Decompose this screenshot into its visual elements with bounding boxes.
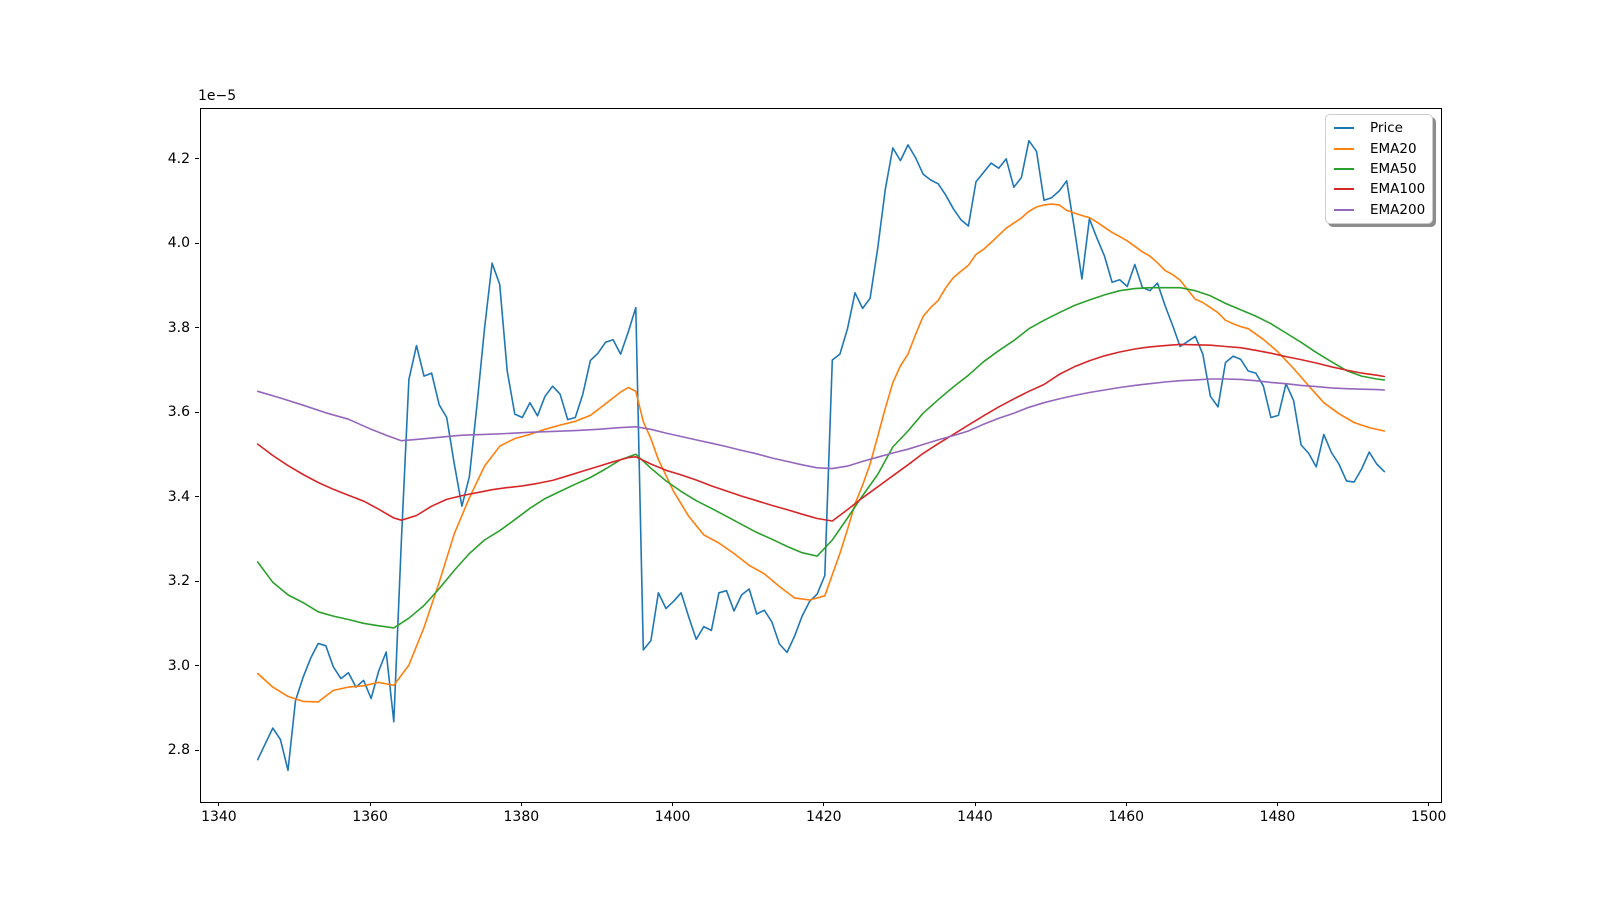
legend-line-swatch [1334, 147, 1354, 150]
y-tick-label: 3.4 [167, 488, 190, 505]
plot-canvas [256, 139, 1386, 772]
legend-label: Price [1370, 120, 1403, 137]
y-tick-label: 3.2 [167, 573, 190, 590]
x-tick-mark [1125, 802, 1127, 806]
legend-line-swatch [1334, 167, 1354, 170]
y-tick-mark [195, 580, 199, 582]
legend-row: Price [1326, 118, 1432, 138]
x-tick-mark [218, 802, 220, 806]
legend: Price EMA20 EMA50 EMA100 EMA200 [1325, 114, 1433, 224]
x-tick-mark [823, 802, 825, 806]
x-tick-mark [1276, 802, 1278, 806]
y-axis-offset-label: 1e−5 [198, 88, 237, 104]
y-tick-mark [195, 665, 199, 667]
legend-label: EMA20 [1370, 140, 1417, 157]
x-tick-label: 1360 [352, 809, 388, 825]
legend-label: EMA100 [1370, 181, 1426, 198]
ema200-line [256, 378, 1386, 470]
x-tick-label: 1480 [1259, 809, 1296, 825]
y-tick-mark [195, 749, 199, 751]
legend-row: EMA200 [1326, 200, 1432, 220]
y-tick-label: 3.8 [167, 319, 190, 336]
legend-row: EMA100 [1326, 179, 1432, 199]
x-tick-label: 1400 [654, 809, 691, 825]
y-tick-mark [195, 411, 199, 413]
x-tick-label: 1460 [1108, 809, 1145, 825]
ema50-line [256, 286, 1386, 629]
x-tick-mark [369, 802, 371, 806]
ema20-line [256, 203, 1386, 703]
price-line [256, 139, 1386, 772]
y-tick-label: 3.0 [167, 657, 190, 674]
x-tick-label: 1340 [201, 809, 237, 825]
legend-label: EMA200 [1370, 201, 1426, 218]
legend-row: EMA20 [1326, 139, 1432, 159]
y-tick-label: 2.8 [167, 742, 190, 759]
legend-line-swatch [1334, 188, 1354, 191]
y-tick-label: 4.0 [167, 235, 190, 252]
x-tick-mark [672, 802, 674, 806]
y-tick-label: 4.2 [167, 150, 190, 167]
x-tick-mark [520, 802, 522, 806]
plot-area [200, 108, 1442, 803]
ema100-line [256, 343, 1386, 522]
x-tick-label: 1440 [957, 809, 993, 825]
x-tick-mark [974, 802, 976, 806]
legend-label: EMA50 [1370, 160, 1417, 177]
legend-line-swatch [1334, 208, 1354, 211]
legend-row: EMA50 [1326, 159, 1432, 179]
x-tick-label: 1500 [1410, 809, 1447, 825]
legend-line-swatch [1334, 127, 1354, 130]
y-tick-mark [195, 158, 199, 160]
y-tick-mark [195, 242, 199, 244]
x-tick-label: 1380 [503, 809, 540, 825]
x-tick-label: 1420 [805, 809, 842, 825]
y-tick-mark [195, 327, 199, 329]
y-tick-label: 3.6 [167, 404, 190, 421]
x-tick-mark [1428, 802, 1430, 806]
y-tick-mark [195, 496, 199, 498]
